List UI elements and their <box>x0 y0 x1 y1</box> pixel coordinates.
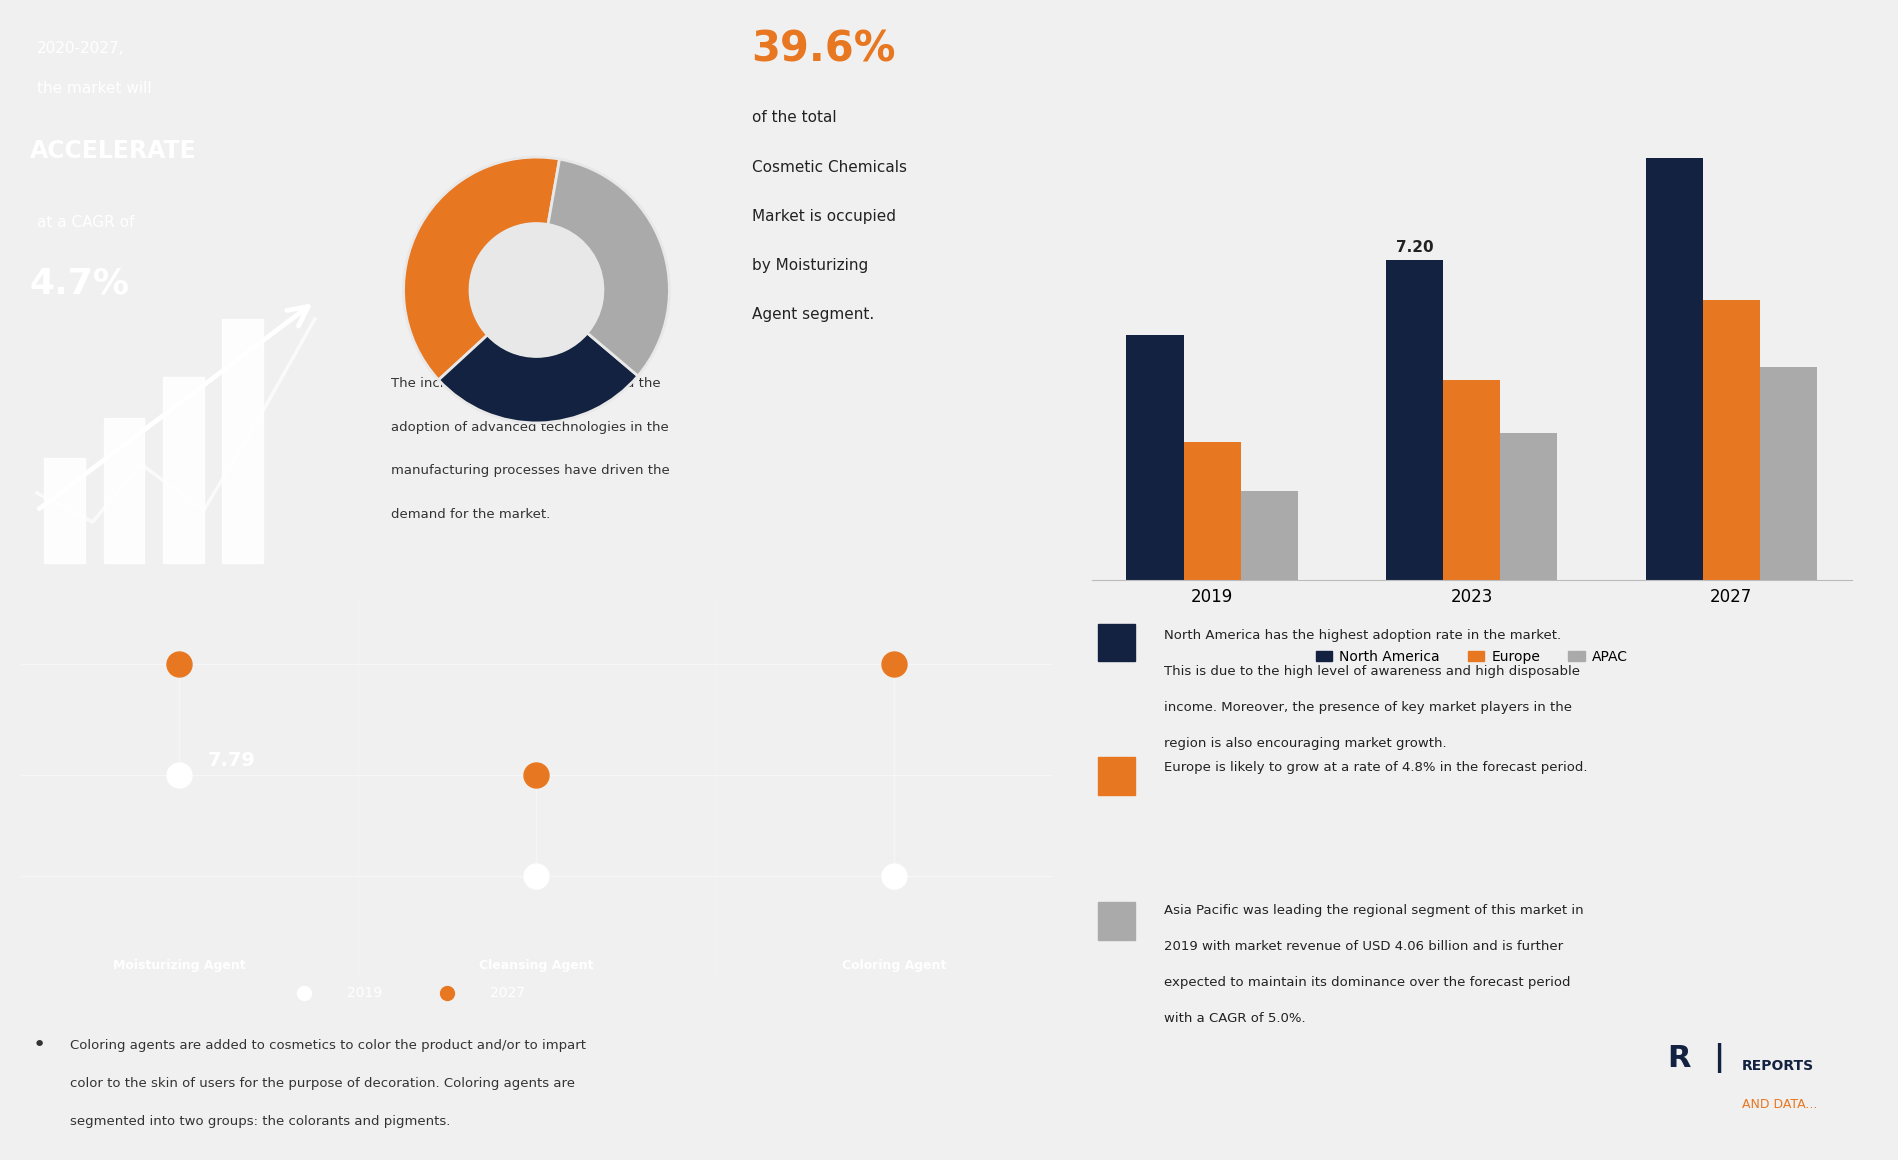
Text: of the total: of the total <box>752 110 835 125</box>
Text: Coloring Agent: Coloring Agent <box>841 959 945 972</box>
Bar <box>104 418 144 563</box>
Text: Cleansing Agent: Cleansing Agent <box>478 959 594 972</box>
Text: R: R <box>1666 1044 1691 1073</box>
Text: Europe is likely to grow at a rate of 4.8% in the forecast period.: Europe is likely to grow at a rate of 4.… <box>1163 761 1587 774</box>
Bar <box>1097 624 1135 661</box>
Text: adoption of advanced technologies in the: adoption of advanced technologies in the <box>391 421 668 434</box>
Circle shape <box>471 224 604 356</box>
Text: demand for the market.: demand for the market. <box>391 508 550 521</box>
Text: ACCELERATE: ACCELERATE <box>30 139 195 164</box>
Wedge shape <box>549 159 668 376</box>
Bar <box>1499 434 1556 580</box>
Text: 2027: 2027 <box>490 986 524 1000</box>
Bar <box>1646 158 1703 580</box>
Bar <box>1703 300 1759 580</box>
Text: The increasing use of cosmetics and the: The increasing use of cosmetics and the <box>391 377 661 390</box>
Text: the market will: the market will <box>38 81 152 96</box>
Legend: North America, Europe, APAC: North America, Europe, APAC <box>1310 644 1632 669</box>
Bar <box>1182 442 1239 580</box>
Text: income. Moreover, the presence of key market players in the: income. Moreover, the presence of key ma… <box>1163 701 1572 715</box>
Text: Agent segment.: Agent segment. <box>752 307 873 322</box>
Text: Coloring agents are added to cosmetics to color the product and/or to impart: Coloring agents are added to cosmetics t… <box>70 1039 585 1052</box>
Text: North America has the highest adoption rate in the market.: North America has the highest adoption r… <box>1163 629 1560 643</box>
Text: 7.79: 7.79 <box>207 751 254 769</box>
Wedge shape <box>438 333 638 423</box>
Text: with a CAGR of 5.0%.: with a CAGR of 5.0%. <box>1163 1012 1304 1024</box>
Text: 2020-2027,: 2020-2027, <box>38 41 125 56</box>
Bar <box>1126 335 1182 580</box>
Bar <box>1386 260 1442 580</box>
Bar <box>1239 491 1296 580</box>
Text: 4.7%: 4.7% <box>30 267 129 300</box>
Text: AND DATA...: AND DATA... <box>1740 1097 1816 1111</box>
Bar <box>163 377 203 563</box>
Bar <box>1759 367 1816 580</box>
Text: by Moisturizing: by Moisturizing <box>752 259 867 273</box>
Bar <box>222 319 262 563</box>
Text: |: | <box>1712 1043 1723 1073</box>
Text: color to the skin of users for the purpose of decoration. Coloring agents are: color to the skin of users for the purpo… <box>70 1078 575 1090</box>
Text: at a CAGR of: at a CAGR of <box>38 215 135 230</box>
Text: region is also encouraging market growth.: region is also encouraging market growth… <box>1163 738 1446 751</box>
Bar <box>1097 902 1135 940</box>
Text: manufacturing processes have driven the: manufacturing processes have driven the <box>391 464 670 477</box>
Bar <box>1097 756 1135 795</box>
Text: Market is occupied: Market is occupied <box>752 209 896 224</box>
Bar <box>44 458 85 563</box>
Text: Cosmetic Chemicals: Cosmetic Chemicals <box>752 160 905 174</box>
Text: 2019 with market revenue of USD 4.06 billion and is further: 2019 with market revenue of USD 4.06 bil… <box>1163 940 1562 952</box>
Text: REPORTS: REPORTS <box>1740 1059 1813 1073</box>
Bar <box>1442 380 1499 580</box>
Text: segmented into two groups: the colorants and pigments.: segmented into two groups: the colorants… <box>70 1116 450 1129</box>
Wedge shape <box>404 157 560 380</box>
Text: 2019: 2019 <box>347 986 381 1000</box>
Text: Asia Pacific was leading the regional segment of this market in: Asia Pacific was leading the regional se… <box>1163 904 1583 916</box>
Text: expected to maintain its dominance over the forecast period: expected to maintain its dominance over … <box>1163 976 1570 988</box>
Text: Moisturizing Agent: Moisturizing Agent <box>112 959 245 972</box>
Text: This is due to the high level of awareness and high disposable: This is due to the high level of awarene… <box>1163 665 1579 679</box>
Text: •: • <box>32 1035 46 1054</box>
Text: 39.6%: 39.6% <box>752 29 896 71</box>
Text: 7.20: 7.20 <box>1395 239 1433 254</box>
